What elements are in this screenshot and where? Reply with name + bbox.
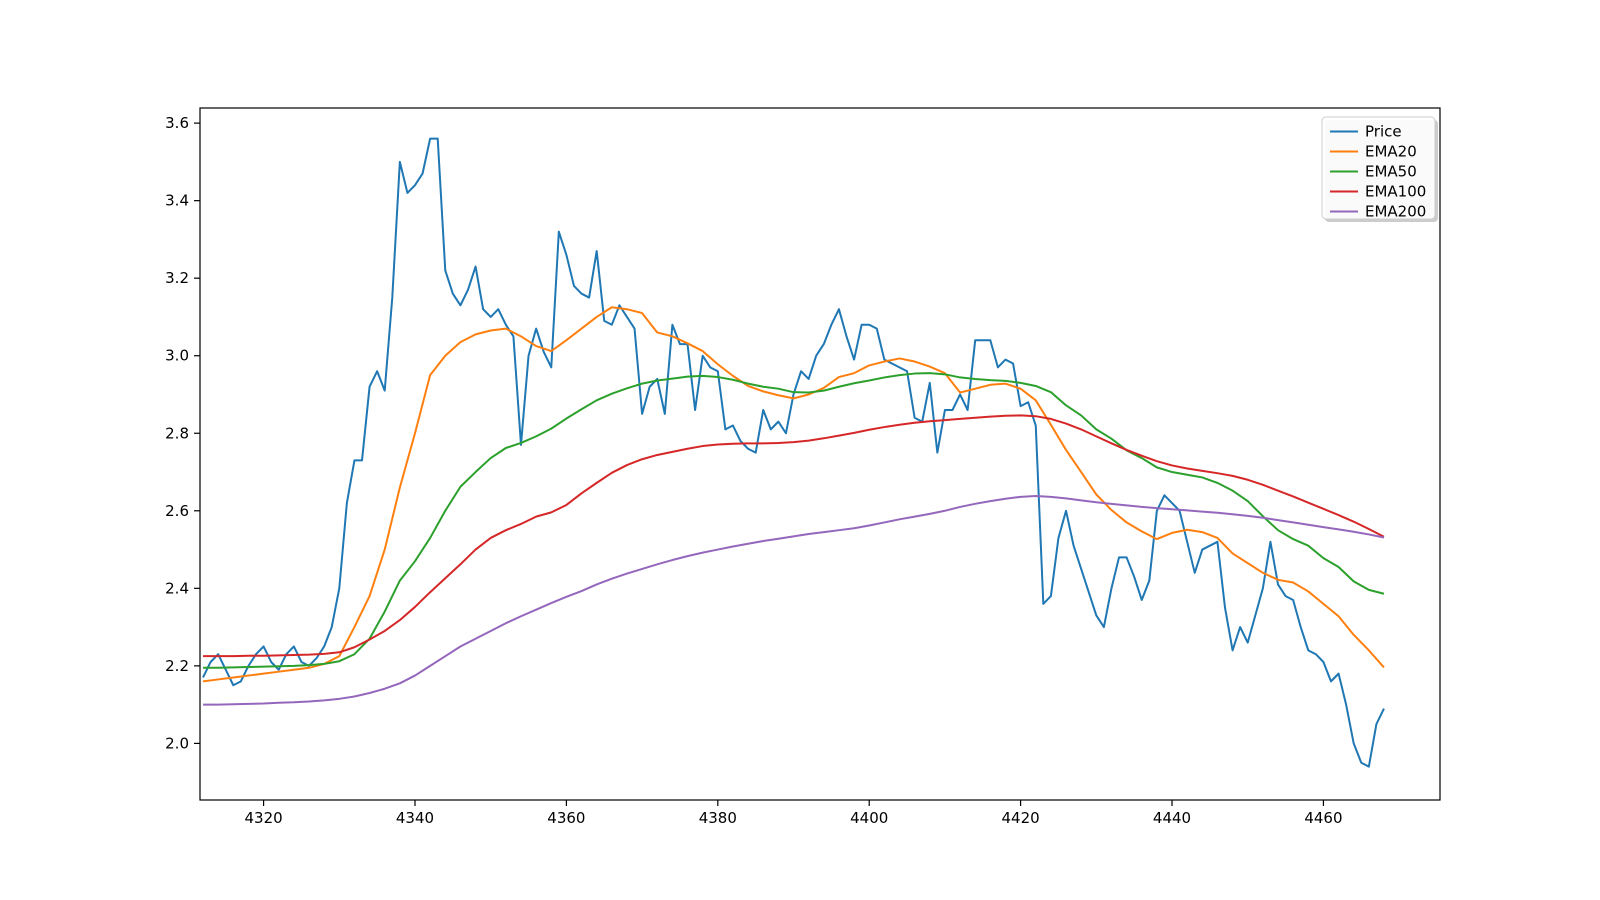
y-tick-label: 3.6 (165, 114, 189, 132)
x-tick-label: 4380 (699, 809, 737, 827)
legend-box (1321, 116, 1436, 220)
x-tick-label: 4440 (1153, 809, 1191, 827)
x-tick-label: 4420 (1002, 809, 1040, 827)
ema100-line (203, 414, 1385, 658)
x-tick-label: 4320 (244, 809, 282, 827)
x-tick-label: 4400 (850, 809, 888, 827)
y-tick-label: 2.2 (165, 657, 189, 675)
ema50-line (203, 372, 1385, 669)
x-tick-label: 4340 (396, 809, 434, 827)
y-tick-label: 3.0 (165, 347, 189, 365)
x-tick-label: 4360 (547, 809, 585, 827)
price-line (202, 137, 1385, 768)
y-tick-label: 2.8 (165, 424, 189, 442)
y-tick-label: 2.4 (165, 579, 189, 597)
x-tick-label: 4460 (1304, 809, 1342, 827)
legend-label-ema100: EMA100 (1365, 183, 1426, 201)
ema200-line (203, 495, 1385, 706)
legend-label-ema50: EMA50 (1365, 163, 1417, 181)
ema20-line (202, 306, 1385, 683)
legend-label-price: Price (1365, 123, 1402, 141)
y-tick-label: 2.6 (165, 502, 189, 520)
axes-frame (199, 107, 1441, 801)
y-tick-label: 3.2 (165, 269, 189, 287)
legend-label-ema200: EMA200 (1365, 203, 1426, 221)
y-tick-label: 3.4 (165, 192, 189, 210)
legend-label-ema20: EMA20 (1365, 143, 1417, 161)
y-tick-label: 2.0 (165, 734, 189, 752)
